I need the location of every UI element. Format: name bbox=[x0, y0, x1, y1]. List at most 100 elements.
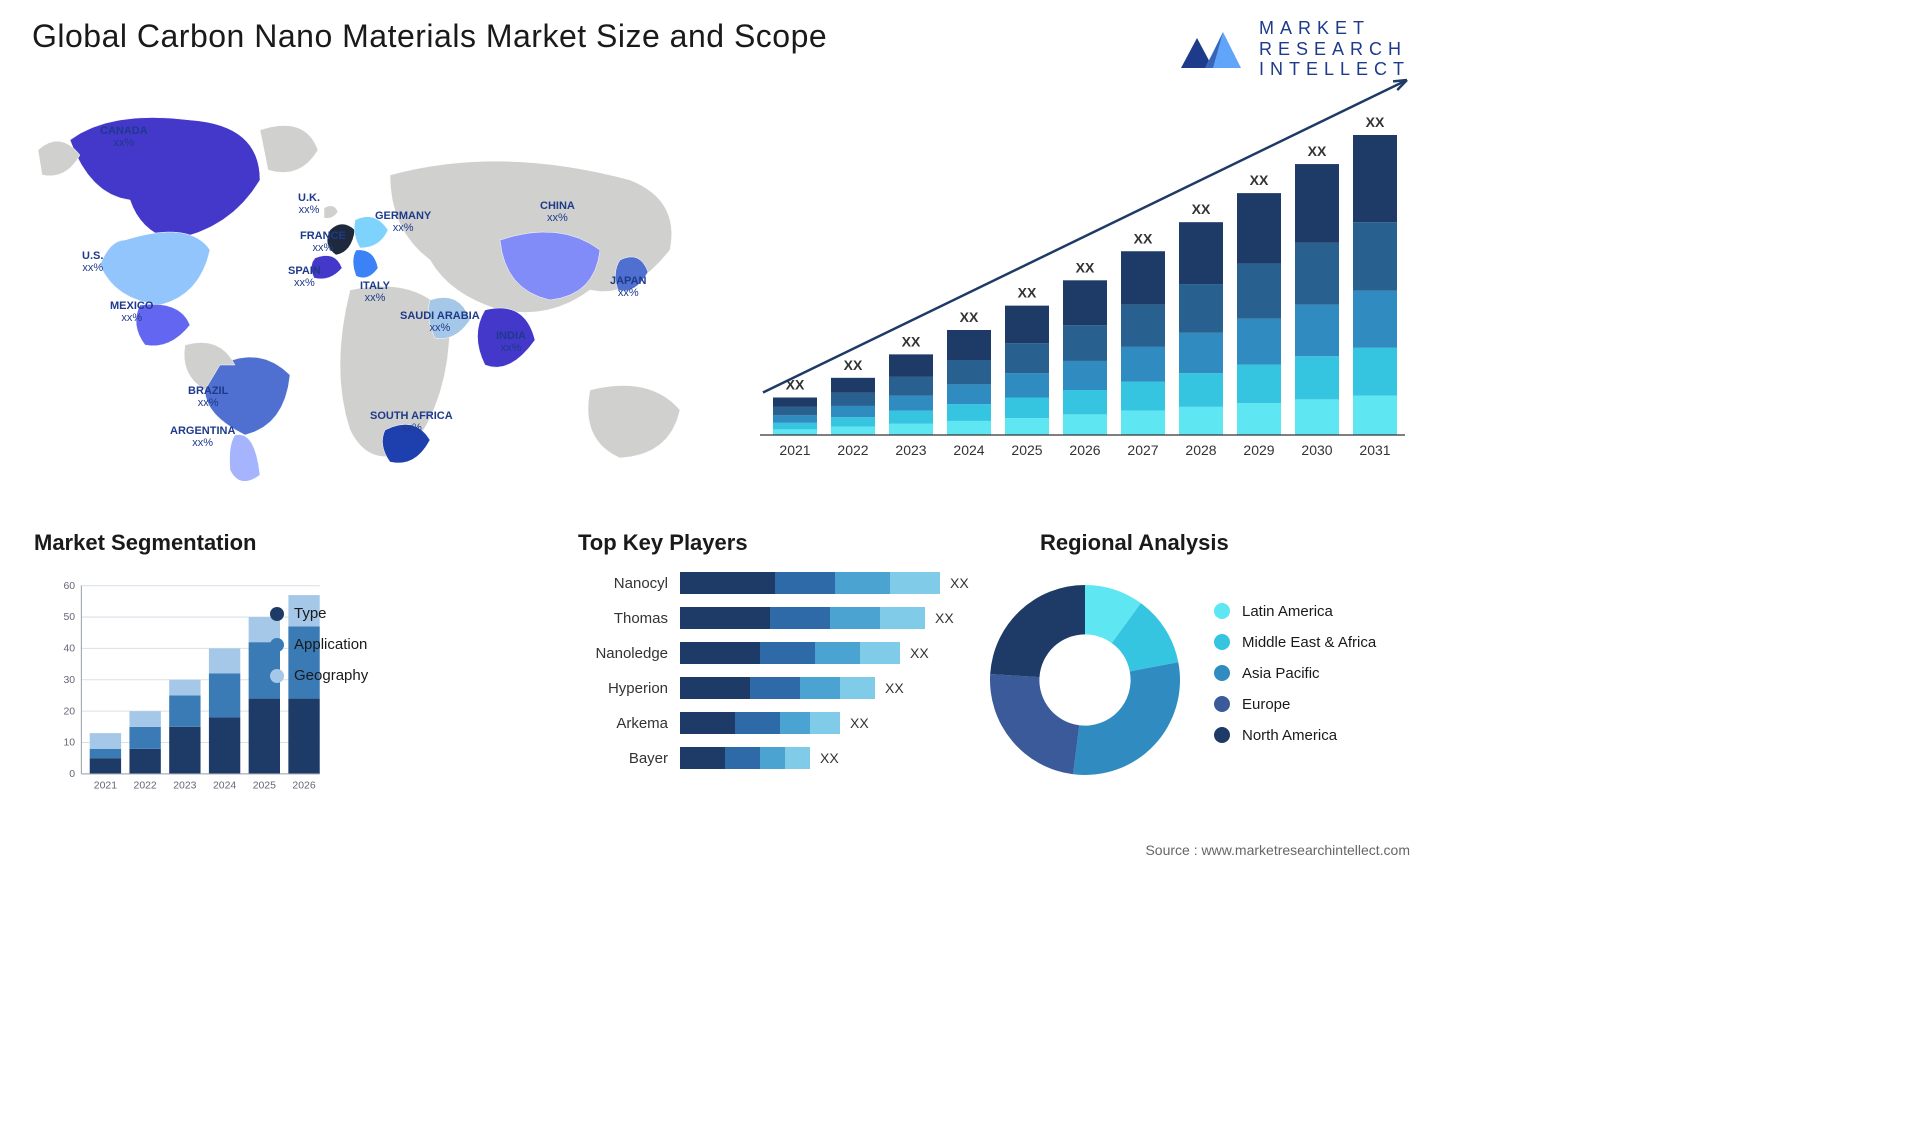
map-label-pct: xx% bbox=[400, 322, 480, 334]
svg-text:2022: 2022 bbox=[134, 781, 157, 792]
map-label: SOUTH AFRICAxx% bbox=[370, 410, 453, 434]
map-label-name: U.S. bbox=[82, 250, 103, 262]
key-player-bar-seg bbox=[680, 677, 750, 699]
map-label-name: SPAIN bbox=[288, 265, 321, 277]
regional-legend-item: North America bbox=[1214, 727, 1376, 744]
map-label: INDIAxx% bbox=[496, 330, 526, 354]
legend-dot-icon bbox=[270, 638, 284, 652]
source-credit: Source : www.marketresearchintellect.com bbox=[1145, 842, 1410, 858]
key-player-name: Thomas bbox=[580, 610, 680, 627]
svg-text:60: 60 bbox=[63, 581, 75, 592]
key-player-name: Nanocyl bbox=[580, 575, 680, 592]
key-player-value: XX bbox=[885, 680, 904, 696]
regional-donut-chart bbox=[980, 575, 1190, 785]
map-label-pct: xx% bbox=[496, 342, 526, 354]
map-label-pct: xx% bbox=[82, 262, 103, 274]
map-label-name: CANADA bbox=[100, 125, 148, 137]
brand-logo: MARKET RESEARCH INTELLECT bbox=[1179, 18, 1410, 80]
svg-text:0: 0 bbox=[69, 769, 75, 780]
logo-line2: RESEARCH bbox=[1259, 39, 1410, 60]
key-player-bar-seg bbox=[775, 572, 835, 594]
svg-text:XX: XX bbox=[1134, 230, 1153, 246]
svg-text:2025: 2025 bbox=[1011, 442, 1042, 458]
key-player-row: NanocylXX bbox=[580, 570, 980, 596]
svg-text:2024: 2024 bbox=[953, 442, 984, 458]
logo-text: MARKET RESEARCH INTELLECT bbox=[1259, 18, 1410, 80]
regional-legend-item: Asia Pacific bbox=[1214, 665, 1376, 682]
svg-text:XX: XX bbox=[902, 333, 921, 349]
key-player-row: Thomas XX bbox=[580, 605, 980, 631]
segmentation-legend: Type Application Geography bbox=[270, 605, 368, 698]
key-player-bar-seg bbox=[800, 677, 840, 699]
key-player-bar-seg bbox=[680, 572, 775, 594]
map-label: GERMANYxx% bbox=[375, 210, 431, 234]
key-player-name: Nanoledge bbox=[580, 645, 680, 662]
key-player-bar-seg bbox=[760, 747, 785, 769]
svg-text:XX: XX bbox=[1076, 259, 1095, 275]
key-player-bar-seg bbox=[680, 712, 735, 734]
svg-text:2025: 2025 bbox=[253, 781, 276, 792]
map-label-name: INDIA bbox=[496, 330, 526, 342]
regional-legend: Latin AmericaMiddle East & AfricaAsia Pa… bbox=[1214, 603, 1376, 758]
regional-legend-item: Latin America bbox=[1214, 603, 1376, 620]
key-player-bar-seg bbox=[835, 572, 890, 594]
map-label: CANADAxx% bbox=[100, 125, 148, 149]
key-player-bar-seg bbox=[890, 572, 940, 594]
svg-text:XX: XX bbox=[1250, 172, 1269, 188]
key-player-bar-seg bbox=[680, 642, 760, 664]
map-label-name: FRANCE bbox=[300, 230, 346, 242]
key-player-bar-seg bbox=[840, 677, 875, 699]
key-player-bar bbox=[680, 712, 840, 734]
market-size-chart: XX2021XX2022XX2023XX2024XX2025XX2026XX20… bbox=[750, 95, 1410, 475]
svg-text:10: 10 bbox=[63, 738, 75, 749]
key-player-bar-seg bbox=[815, 642, 860, 664]
svg-text:2023: 2023 bbox=[895, 442, 926, 458]
svg-text:2030: 2030 bbox=[1301, 442, 1332, 458]
key-player-bar-seg bbox=[780, 712, 810, 734]
map-label-pct: xx% bbox=[100, 137, 148, 149]
key-player-bar bbox=[680, 607, 925, 629]
map-label-pct: xx% bbox=[375, 222, 431, 234]
segmentation-legend-item: Type bbox=[270, 605, 368, 622]
map-label-pct: xx% bbox=[370, 422, 453, 434]
key-player-bar-seg bbox=[880, 607, 925, 629]
map-label: U.K.xx% bbox=[298, 192, 320, 216]
key-player-bar bbox=[680, 677, 875, 699]
legend-dot-icon bbox=[1214, 727, 1230, 743]
svg-text:2021: 2021 bbox=[779, 442, 810, 458]
map-label-name: SAUDI ARABIA bbox=[400, 310, 480, 322]
key-player-bar bbox=[680, 572, 940, 594]
map-label-name: CHINA bbox=[540, 200, 575, 212]
legend-label: Application bbox=[294, 636, 367, 653]
key-player-bar-seg bbox=[750, 677, 800, 699]
map-label: BRAZILxx% bbox=[188, 385, 228, 409]
map-label-pct: xx% bbox=[188, 397, 228, 409]
legend-label: Geography bbox=[294, 667, 368, 684]
map-label-pct: xx% bbox=[298, 204, 320, 216]
map-label-name: JAPAN bbox=[610, 275, 646, 287]
map-label: CHINAxx% bbox=[540, 200, 575, 224]
svg-text:XX: XX bbox=[960, 309, 979, 325]
legend-dot-icon bbox=[1214, 603, 1230, 619]
legend-label: North America bbox=[1242, 727, 1337, 744]
key-player-name: Arkema bbox=[580, 715, 680, 732]
svg-text:40: 40 bbox=[63, 644, 75, 655]
svg-text:XX: XX bbox=[1366, 114, 1385, 130]
map-label-pct: xx% bbox=[300, 242, 346, 254]
map-label-name: MEXICO bbox=[110, 300, 153, 312]
svg-text:2031: 2031 bbox=[1359, 442, 1390, 458]
key-player-row: Hyperion XX bbox=[580, 675, 980, 701]
key-player-name: Hyperion bbox=[580, 680, 680, 697]
key-player-value: XX bbox=[935, 610, 954, 626]
page-title: Global Carbon Nano Materials Market Size… bbox=[32, 18, 827, 55]
key-player-row: Arkema XX bbox=[580, 710, 980, 736]
key-player-bar-seg bbox=[770, 607, 830, 629]
map-label: MEXICOxx% bbox=[110, 300, 153, 324]
map-label-name: U.K. bbox=[298, 192, 320, 204]
key-player-bar bbox=[680, 747, 810, 769]
key-player-row: BayerXX bbox=[580, 745, 980, 771]
key-player-bar-seg bbox=[680, 607, 770, 629]
map-label: FRANCExx% bbox=[300, 230, 346, 254]
key-player-value: XX bbox=[850, 715, 869, 731]
svg-text:XX: XX bbox=[1308, 143, 1327, 159]
